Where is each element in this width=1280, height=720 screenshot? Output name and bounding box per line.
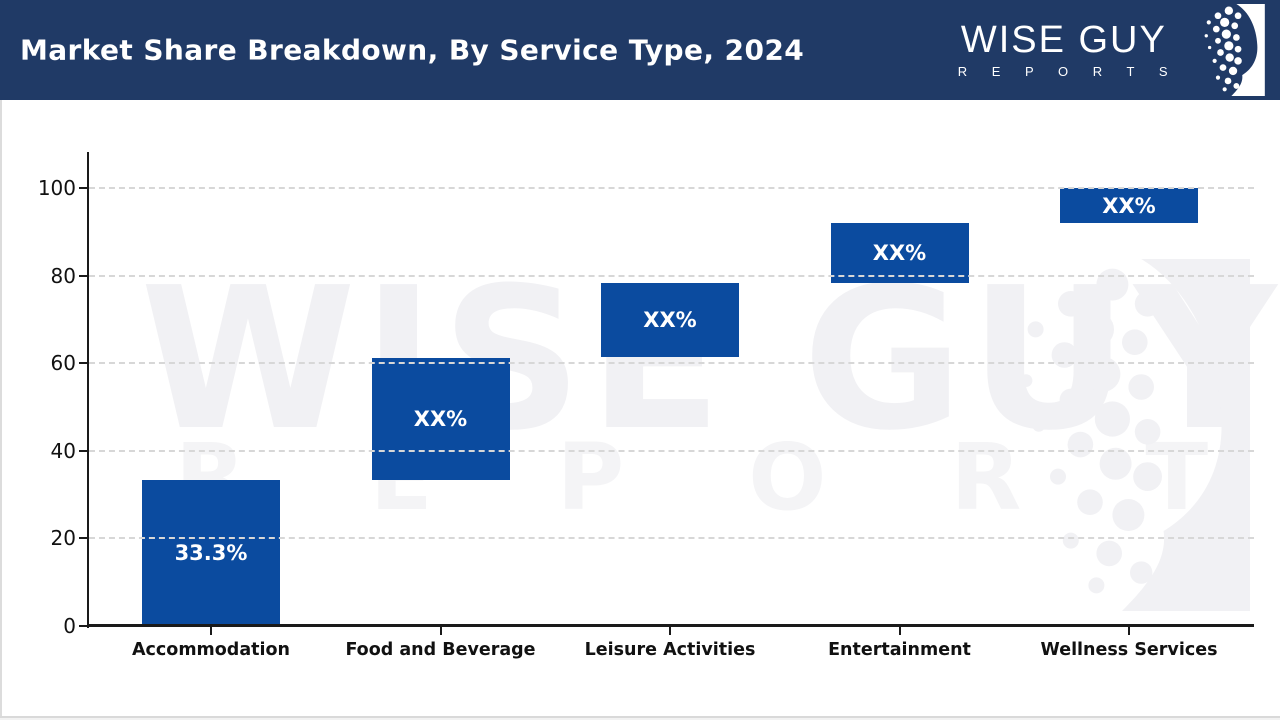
brand-subtitle: R E P O R T S xyxy=(957,64,1178,79)
header-bar: Market Share Breakdown, By Service Type,… xyxy=(0,0,1280,100)
dotted-head-icon xyxy=(1204,4,1265,96)
x-axis-label: Entertainment xyxy=(828,640,971,660)
bar-value-label: XX% xyxy=(872,241,927,266)
bar: XX% xyxy=(601,283,739,358)
x-axis-label: Accommodation xyxy=(132,640,290,660)
x-axis-label: Food and Beverage xyxy=(345,640,536,660)
grid-line xyxy=(89,449,1254,452)
bottom-edge-fill xyxy=(0,718,1280,720)
bar: 33.3% xyxy=(142,480,280,626)
y-tick-mark xyxy=(79,537,87,540)
y-tick-label: 40 xyxy=(50,438,76,463)
y-tick-mark xyxy=(79,625,87,627)
bottom-edge-border xyxy=(0,716,1280,718)
bar: XX% xyxy=(371,357,510,481)
y-tick-mark xyxy=(79,362,87,365)
y-tick-mark xyxy=(79,449,87,452)
y-tick-label: 80 xyxy=(50,263,76,288)
y-tick-label: 60 xyxy=(50,351,76,376)
brand-name: WISE GUY xyxy=(960,19,1167,61)
bar-value-label: 33.3% xyxy=(174,541,248,566)
bar-value-label: XX% xyxy=(643,308,697,333)
grid-line xyxy=(89,187,1254,189)
x-axis-label: Leisure Activities xyxy=(584,640,756,660)
bar-value-label: XX% xyxy=(413,406,468,431)
x-axis-label: Wellness Services xyxy=(1040,640,1218,660)
bar-value-label: XX% xyxy=(1102,193,1156,218)
x-tick-mark xyxy=(898,627,901,635)
y-axis-spine xyxy=(87,152,89,628)
left-edge-border xyxy=(0,100,2,716)
y-tick-label: 20 xyxy=(50,526,76,551)
bar: XX% xyxy=(1060,188,1198,224)
chart-plot-area: 0 20 40 60 80 100 33.3% Accommodation XX% Food an… xyxy=(0,100,1280,716)
grid-line xyxy=(89,362,1254,365)
grid-line xyxy=(89,537,1254,540)
y-tick-mark xyxy=(79,274,87,277)
brand-logo: WISE GUY R E P O R T S xyxy=(950,4,1266,96)
bar: XX% xyxy=(830,223,969,284)
x-tick-mark xyxy=(1128,627,1130,635)
y-tick-label: 0 xyxy=(63,614,76,638)
grid-line xyxy=(89,274,1254,277)
y-tick-label: 100 xyxy=(37,176,76,200)
y-tick-mark xyxy=(79,187,87,189)
brand-logo-text: WISE GUY R E P O R T S xyxy=(950,21,1178,79)
page-title: Market Share Breakdown, By Service Type,… xyxy=(20,33,805,67)
x-tick-mark xyxy=(210,627,212,635)
x-tick-mark xyxy=(439,627,442,635)
x-tick-mark xyxy=(669,627,671,635)
x-axis-spine xyxy=(87,624,1254,627)
